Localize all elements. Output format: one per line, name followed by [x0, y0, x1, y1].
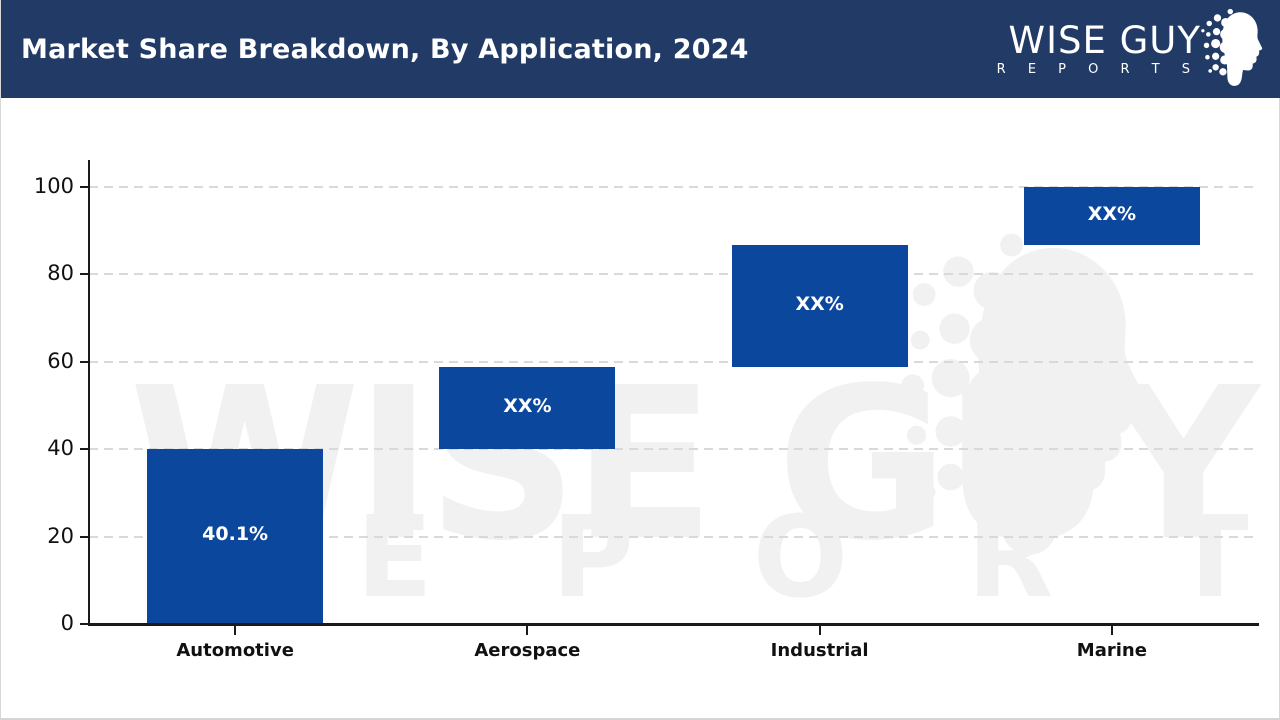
x-category-label-marine: Marine	[1076, 640, 1147, 661]
bar-industrial	[731, 244, 908, 367]
header-bar: Market Share Breakdown, By Application, …	[1, 0, 1280, 98]
chart-area: WISE GUY R E P O R T S 02040608010040.1%…	[1, 98, 1280, 720]
logo-head-icon	[1201, 8, 1263, 86]
bar-value-label-aerospace: XX%	[503, 394, 552, 417]
bar-marine	[1023, 186, 1200, 245]
y-tick-mark-80	[80, 273, 88, 275]
logo-wordmark: WISE GUY	[1008, 18, 1201, 62]
y-tick-mark-60	[80, 360, 88, 363]
y-tick-mark-0	[80, 623, 88, 625]
watermark-subtitle: R E P O R T S	[151, 493, 1280, 623]
y-tick-label-100: 100	[33, 173, 74, 198]
y-tick-label-60: 60	[47, 348, 74, 373]
x-category-label-industrial: Industrial	[770, 640, 869, 661]
y-axis-spine	[88, 160, 90, 625]
bar-value-label-automotive: 40.1%	[202, 523, 269, 546]
x-category-label-automotive: Automotive	[176, 640, 294, 661]
gridline-100	[89, 185, 1258, 188]
gridline-40	[89, 448, 1258, 450]
x-category-label-aerospace: Aerospace	[474, 640, 581, 661]
x-tick-mark-automotive	[234, 626, 237, 635]
chart-title: Market Share Breakdown, By Application, …	[21, 33, 749, 65]
watermark-head-icon	[890, 233, 1145, 555]
logo-subtitle: R E P O R T S	[996, 61, 1199, 77]
gridline-80	[89, 273, 1258, 275]
y-tick-mark-100	[80, 185, 88, 188]
bar-aerospace	[439, 366, 616, 449]
x-tick-mark-aerospace	[526, 626, 529, 635]
y-tick-mark-40	[80, 448, 88, 450]
bar-value-label-marine: XX%	[1087, 202, 1137, 225]
gridline-20	[89, 535, 1258, 538]
y-tick-mark-20	[80, 535, 88, 538]
bar-automotive	[147, 448, 324, 624]
y-tick-label-20: 20	[47, 523, 74, 548]
y-tick-label-40: 40	[47, 436, 74, 460]
bar-value-label-industrial: XX%	[795, 292, 844, 315]
logo-text: WISE GUY R E P O R T S	[997, 22, 1201, 77]
wise-guy-logo: WISE GUY R E P O R T S	[997, 7, 1280, 91]
x-axis-spine	[88, 623, 1259, 626]
gridline-60	[89, 360, 1258, 363]
x-tick-mark-industrial	[818, 626, 821, 635]
y-tick-label-0: 0	[60, 611, 74, 635]
x-tick-mark-marine	[1110, 626, 1113, 635]
y-tick-label-80: 80	[47, 261, 74, 285]
